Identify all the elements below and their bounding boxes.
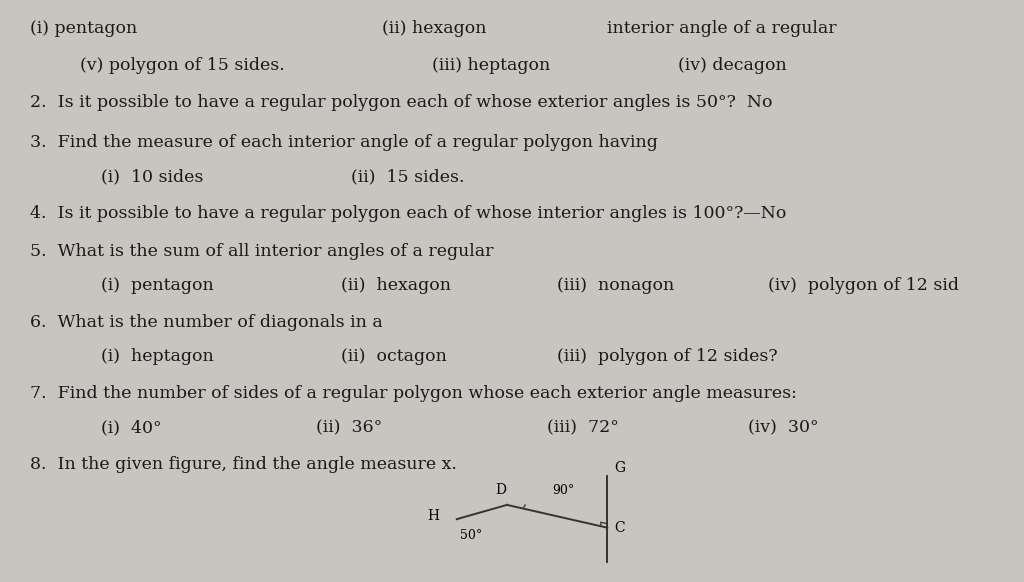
Text: (i)  40°: (i) 40° [100,419,161,436]
Text: (ii) hexagon: (ii) hexagon [382,20,486,37]
Text: 6.  What is the number of diagonals in a: 6. What is the number of diagonals in a [31,314,383,331]
Text: (iii) heptagon: (iii) heptagon [432,57,550,74]
Text: D: D [496,484,507,498]
Text: (i)  heptagon: (i) heptagon [100,348,213,365]
Text: (i)  10 sides: (i) 10 sides [100,168,203,186]
Text: H: H [428,509,439,523]
Text: (ii)  36°: (ii) 36° [316,419,383,436]
Text: 5.  What is the sum of all interior angles of a regular: 5. What is the sum of all interior angle… [31,243,494,260]
Text: 8.  In the given figure, find the angle measure x.: 8. In the given figure, find the angle m… [31,456,457,473]
Text: 7.  Find the number of sides of a regular polygon whose each exterior angle meas: 7. Find the number of sides of a regular… [31,385,798,402]
Text: (v) polygon of 15 sides.: (v) polygon of 15 sides. [81,57,286,74]
Text: C: C [614,521,625,535]
Text: 2.  Is it possible to have a regular polygon each of whose exterior angles is 50: 2. Is it possible to have a regular poly… [31,94,773,111]
Text: (iv) decagon: (iv) decagon [678,57,786,74]
Text: (iii)  72°: (iii) 72° [547,419,618,436]
Text: (iii)  nonagon: (iii) nonagon [557,277,675,294]
Text: (iii)  polygon of 12 sides?: (iii) polygon of 12 sides? [557,348,778,365]
Text: 3.  Find the measure of each interior angle of a regular polygon having: 3. Find the measure of each interior ang… [31,134,658,151]
Text: 4.  Is it possible to have a regular polygon each of whose interior angles is 10: 4. Is it possible to have a regular poly… [31,205,786,222]
Text: G: G [614,461,626,475]
Text: 90°: 90° [552,484,574,497]
Text: (ii)  octagon: (ii) octagon [341,348,447,365]
Text: 50°: 50° [460,530,482,542]
Text: (ii)  15 sides.: (ii) 15 sides. [351,168,465,186]
Text: (ii)  hexagon: (ii) hexagon [341,277,452,294]
Text: (iv)  polygon of 12 sid: (iv) polygon of 12 sid [768,277,958,294]
Text: (iv)  30°: (iv) 30° [748,419,818,436]
Text: interior angle of a regular: interior angle of a regular [607,20,837,37]
Text: (i)  pentagon: (i) pentagon [100,277,213,294]
Text: (i) pentagon: (i) pentagon [31,20,137,37]
